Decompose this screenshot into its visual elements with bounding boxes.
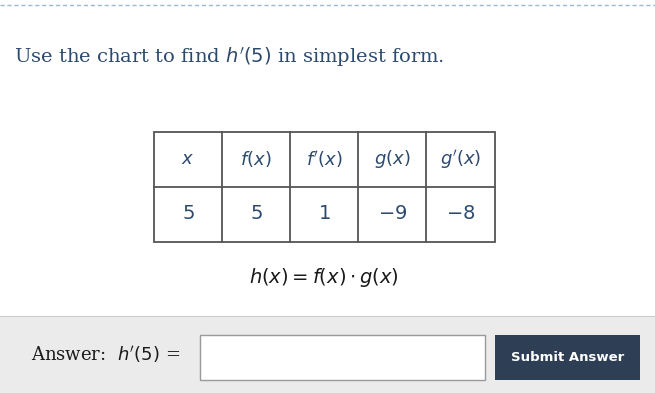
Text: $g(x)$: $g(x)$ [374,148,411,170]
Text: $-9$: $-9$ [378,205,407,223]
Text: $5$: $5$ [250,205,263,223]
Text: Use the chart to find $h'(5)$ in simplest form.: Use the chart to find $h'(5)$ in simples… [14,45,445,69]
Bar [154,132,495,242]
Text: $g'(x)$: $g'(x)$ [440,148,481,171]
Text: $f(x)$: $f(x)$ [240,149,272,169]
Bar [0,316,655,393]
Bar [200,335,485,380]
Text: $h(x) = f(x) \cdot g(x)$: $h(x) = f(x) \cdot g(x)$ [250,266,399,288]
Text: $x$: $x$ [181,150,195,168]
Bar [495,335,640,380]
Text: Submit Answer: Submit Answer [511,351,624,364]
Text: $5$: $5$ [181,205,195,223]
Text: $1$: $1$ [318,205,331,223]
Text: $f'(x)$: $f'(x)$ [306,149,343,170]
Text: $-8$: $-8$ [446,205,475,223]
Text: Answer:  $h'(5)$ =: Answer: $h'(5)$ = [31,344,181,365]
